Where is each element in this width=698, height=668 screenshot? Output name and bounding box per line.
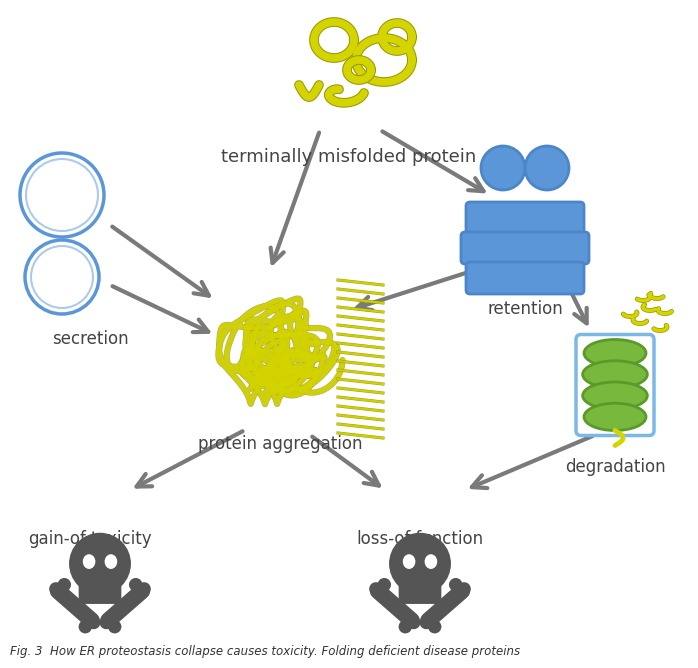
Text: secretion: secretion [52,330,128,348]
Circle shape [57,578,71,591]
Ellipse shape [584,403,646,430]
Circle shape [428,620,441,633]
Ellipse shape [584,339,646,367]
FancyBboxPatch shape [466,202,584,234]
Text: terminally misfolded protein: terminally misfolded protein [221,148,477,166]
Circle shape [100,616,113,629]
Text: gain-of-toxicity: gain-of-toxicity [28,530,151,548]
Circle shape [129,578,142,591]
Ellipse shape [583,361,647,388]
Ellipse shape [583,382,647,409]
Circle shape [87,616,101,629]
Circle shape [481,146,525,190]
Circle shape [389,534,450,594]
Circle shape [369,582,383,596]
Circle shape [525,146,569,190]
Circle shape [399,620,412,633]
Circle shape [108,620,121,633]
Circle shape [457,582,471,596]
Circle shape [138,582,151,596]
FancyBboxPatch shape [461,232,589,264]
Ellipse shape [424,554,437,569]
Circle shape [419,616,433,629]
Circle shape [449,578,462,591]
Text: loss-of-function: loss-of-function [357,530,484,548]
Text: Fig. 3  How ER proteostasis collapse causes toxicity. Folding deficient disease : Fig. 3 How ER proteostasis collapse caus… [10,645,520,658]
Ellipse shape [105,554,117,569]
Circle shape [407,616,420,629]
Circle shape [70,534,131,594]
Text: retention: retention [487,300,563,318]
Text: protein aggregation: protein aggregation [198,435,362,453]
FancyBboxPatch shape [466,262,584,294]
Circle shape [79,620,92,633]
FancyBboxPatch shape [80,575,121,603]
Circle shape [378,578,391,591]
Ellipse shape [403,554,415,569]
Circle shape [49,582,63,596]
Text: degradation: degradation [565,458,665,476]
FancyBboxPatch shape [399,575,440,603]
Ellipse shape [83,554,96,569]
